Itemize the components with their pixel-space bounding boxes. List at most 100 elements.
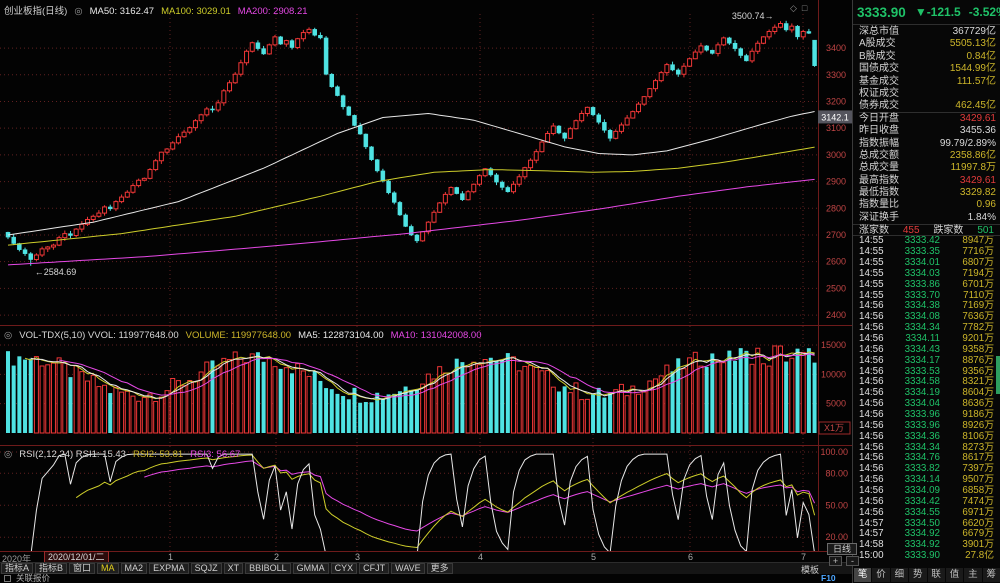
svg-text:10000: 10000	[821, 369, 846, 379]
main-chart-legend: 创业板指(日线) ◎ MA50: 3162.47 MA100: 3029.01 MA20…	[4, 3, 315, 17]
price-change: ▼-121.5	[914, 5, 961, 19]
tick-price: 3334.34	[904, 441, 940, 453]
template-button[interactable]: 模板	[801, 565, 820, 575]
tick-volume: 6807万	[962, 256, 994, 268]
stat-value: 5505.13亿	[949, 38, 996, 50]
toolbar-button[interactable]: SQJZ	[190, 563, 222, 574]
stat-value: 1544.99亿	[949, 63, 996, 75]
quote-panel: 3333.90 ▼-121.5 -3.52% 深总市值 367729亿 A股成交 55…	[852, 0, 1000, 583]
quote-tab[interactable]: 筹	[982, 568, 1000, 582]
toolbar-button[interactable]: MA2	[120, 563, 148, 574]
tick-row: 14:56 3333.53 9356万	[853, 365, 1000, 378]
square-icon[interactable]: □	[801, 3, 808, 13]
tick-price: 3333.53	[904, 365, 940, 377]
stat-row: 今日开盘 3429.61	[859, 113, 996, 125]
diamond-icon[interactable]: ◇	[790, 3, 797, 13]
toolbar-button[interactable]: MA	[97, 563, 119, 574]
rsi-chart[interactable]: 100.00 80.00 50.00 20.00	[0, 446, 852, 552]
stat-row: 昨日收盘 3455.36	[859, 125, 996, 137]
svg-text:2500: 2500	[826, 283, 846, 293]
svg-text:3100: 3100	[826, 123, 846, 133]
quote-tab[interactable]: 主	[964, 568, 982, 582]
stat-value: 0.96	[976, 199, 996, 211]
quote-tab[interactable]: 势	[909, 568, 927, 582]
tick-row: 14:56 3334.11 9201万	[853, 332, 1000, 345]
tick-time: 14:55	[859, 267, 884, 279]
f10-button[interactable]: F10	[821, 573, 836, 583]
toolbar-button[interactable]: 指标A	[1, 563, 34, 574]
tick-price: 3333.42	[904, 236, 940, 247]
toolbar-button[interactable]: BBIBOLL	[245, 563, 291, 574]
toolbar-button[interactable]: 窗口	[69, 563, 96, 574]
tick-price: 3334.58	[904, 376, 940, 388]
stat-row: 国债成交 1544.99亿	[859, 63, 996, 75]
tick-volume: 8604万	[962, 387, 994, 399]
zoom-out-button[interactable]: -	[846, 556, 859, 566]
tick-time: 14:56	[859, 354, 884, 366]
tick-row: 14:56 3333.96 9186万	[853, 409, 1000, 421]
collapse-icon[interactable]: ◎	[4, 330, 13, 341]
tick-volume: 8926万	[962, 419, 994, 431]
last-price: 3333.90	[857, 4, 906, 20]
tick-price: 3334.50	[904, 517, 940, 529]
tick-price: 3334.09	[904, 485, 940, 497]
stat-value: 3455.36	[959, 125, 996, 137]
toolbar-button[interactable]: GMMA	[292, 563, 329, 574]
tick-price: 3334.42	[904, 495, 940, 507]
link-quote-label[interactable]: 关联报价	[16, 573, 51, 583]
toolbar-button[interactable]: CYX	[330, 563, 358, 574]
tick-time: 14:57	[859, 528, 884, 540]
tick-time: 14:56	[859, 300, 884, 312]
period-selector[interactable]: 日线	[827, 543, 857, 555]
tick-volume: 27.8亿	[965, 550, 994, 562]
tick-row: 14:56 3334.34 8273万	[853, 441, 1000, 454]
volume-chart[interactable]: 15000 10000 5000 X1万	[0, 326, 852, 446]
tick-volume: 8321万	[962, 376, 994, 388]
quote-tab[interactable]: 笔	[854, 568, 872, 582]
stat-value: 367729亿	[952, 26, 996, 37]
status-bar: 关联报价 F10	[0, 574, 1000, 583]
stat-row: 深证换手 1.84%	[859, 212, 996, 224]
tick-time: 14:56	[859, 322, 884, 334]
quote-tab[interactable]: 价	[872, 568, 890, 582]
tick-volume: 3901万	[962, 539, 994, 551]
tick-volume: 8106万	[962, 430, 994, 442]
collapse-icon[interactable]: ◎	[4, 449, 13, 460]
svg-text:X1万: X1万	[824, 423, 844, 433]
stat-value: 1.84%	[967, 211, 996, 223]
scrollbar[interactable]	[996, 356, 1000, 395]
year-label: 2020年	[2, 554, 32, 564]
stat-label: 深证换手	[859, 211, 899, 223]
tick-time: 14:56	[859, 495, 884, 507]
tick-row: 14:56 3333.96 8926万	[853, 419, 1000, 432]
tick-time: 14:56	[859, 485, 884, 497]
tick-time: 14:56	[859, 365, 884, 377]
quote-tab[interactable]: 值	[945, 568, 964, 582]
tick-time: 14:55	[859, 236, 884, 247]
month-label: 4	[478, 552, 484, 562]
candlestick-chart[interactable]: 3400 3300 3200 3100 3000 2900 2800 2700 2600 2500…	[0, 0, 852, 326]
quote-tab[interactable]: 细	[890, 568, 909, 582]
tick-price: 3334.14	[904, 474, 940, 486]
month-label: 3	[355, 552, 361, 562]
vvol-value: VOL-TDX(5,10) VVOL: 119977648.00	[19, 330, 179, 341]
collapse-icon[interactable]: ◎	[74, 6, 83, 17]
tick-price: 3334.38	[904, 300, 940, 312]
stat-row: B股成交 0.84亿	[859, 51, 996, 63]
checkbox-icon[interactable]	[4, 575, 11, 582]
zoom-in-button[interactable]: +	[829, 556, 842, 566]
quote-tab[interactable]: 联	[927, 568, 945, 582]
toolbar-button[interactable]: 指标B	[35, 563, 68, 574]
toolbar-button[interactable]: EXPMA	[149, 563, 189, 574]
toolbar-button[interactable]: WAVE	[391, 563, 425, 574]
toolbar-button[interactable]: 更多	[426, 563, 453, 574]
tick-volume: 6679万	[962, 528, 994, 540]
tick-volume: 9201万	[962, 332, 994, 344]
toolbar-button[interactable]: CFJT	[359, 563, 390, 574]
tick-price: 3333.70	[904, 289, 940, 301]
stat-row: 总成交额 2358.86亿	[859, 150, 996, 162]
toolbar-button[interactable]: XT	[223, 563, 244, 574]
svg-text:←2584.69: ←2584.69	[35, 267, 77, 277]
stat-label: 总成交额	[859, 149, 899, 161]
tick-volume: 6701万	[962, 278, 994, 290]
